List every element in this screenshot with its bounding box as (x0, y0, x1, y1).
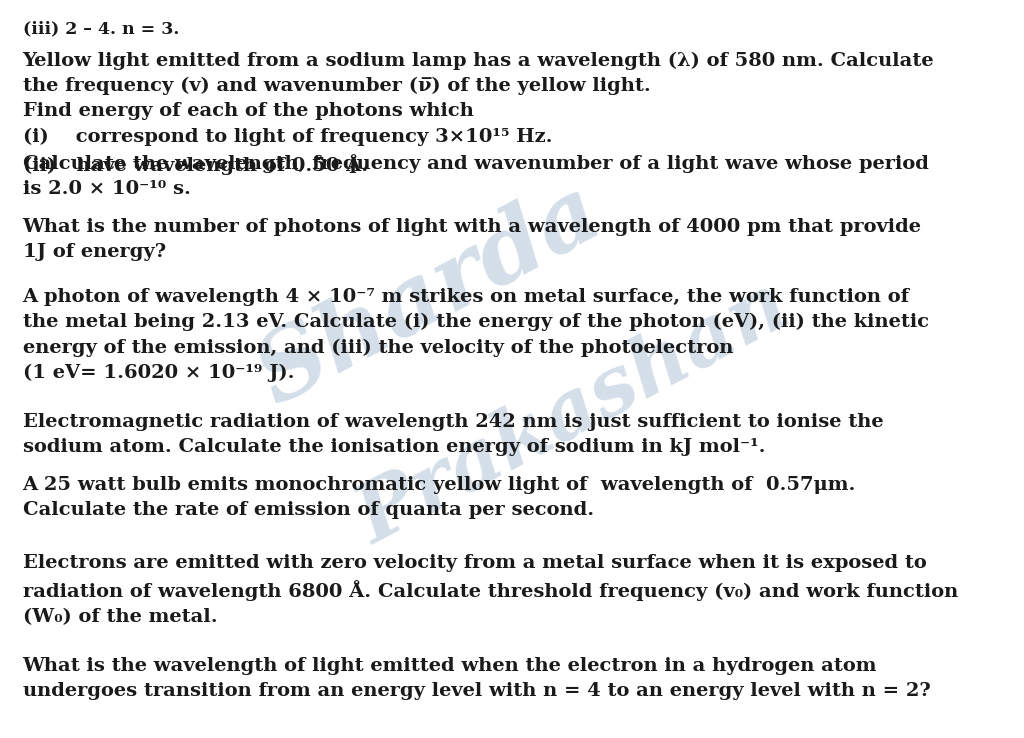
Text: Calculate the wavelength, frequency and wavenumber of a light wave whose period
: Calculate the wavelength, frequency and … (23, 155, 929, 198)
Text: A photon of wavelength 4 × 10⁻⁷ m strikes on metal surface, the work function of: A photon of wavelength 4 × 10⁻⁷ m strike… (23, 288, 929, 382)
Text: Yellow light emitted from a sodium lamp has a wavelength (λ) of 580 nm. Calculat: Yellow light emitted from a sodium lamp … (23, 52, 934, 175)
Text: Electromagnetic radiation of wavelength 242 nm is just sufficient to ionise the
: Electromagnetic radiation of wavelength … (23, 413, 883, 456)
Text: Electrons are emitted with zero velocity from a metal surface when it is exposed: Electrons are emitted with zero velocity… (23, 554, 957, 626)
Text: Sharda: Sharda (244, 168, 616, 423)
Text: What is the number of photons of light with a wavelength of 4000 pm that provide: What is the number of photons of light w… (23, 218, 922, 261)
Text: What is the wavelength of light emitted when the electron in a hydrogen atom
und: What is the wavelength of light emitted … (23, 657, 930, 700)
Text: A 25 watt bulb emits monochromatic yellow light of  wavelength of  0.57μm.
Calcu: A 25 watt bulb emits monochromatic yello… (23, 476, 856, 519)
Text: (iii) 2 – 4. n = 3.: (iii) 2 – 4. n = 3. (23, 21, 179, 38)
Text: Prakashan: Prakashan (344, 267, 803, 559)
